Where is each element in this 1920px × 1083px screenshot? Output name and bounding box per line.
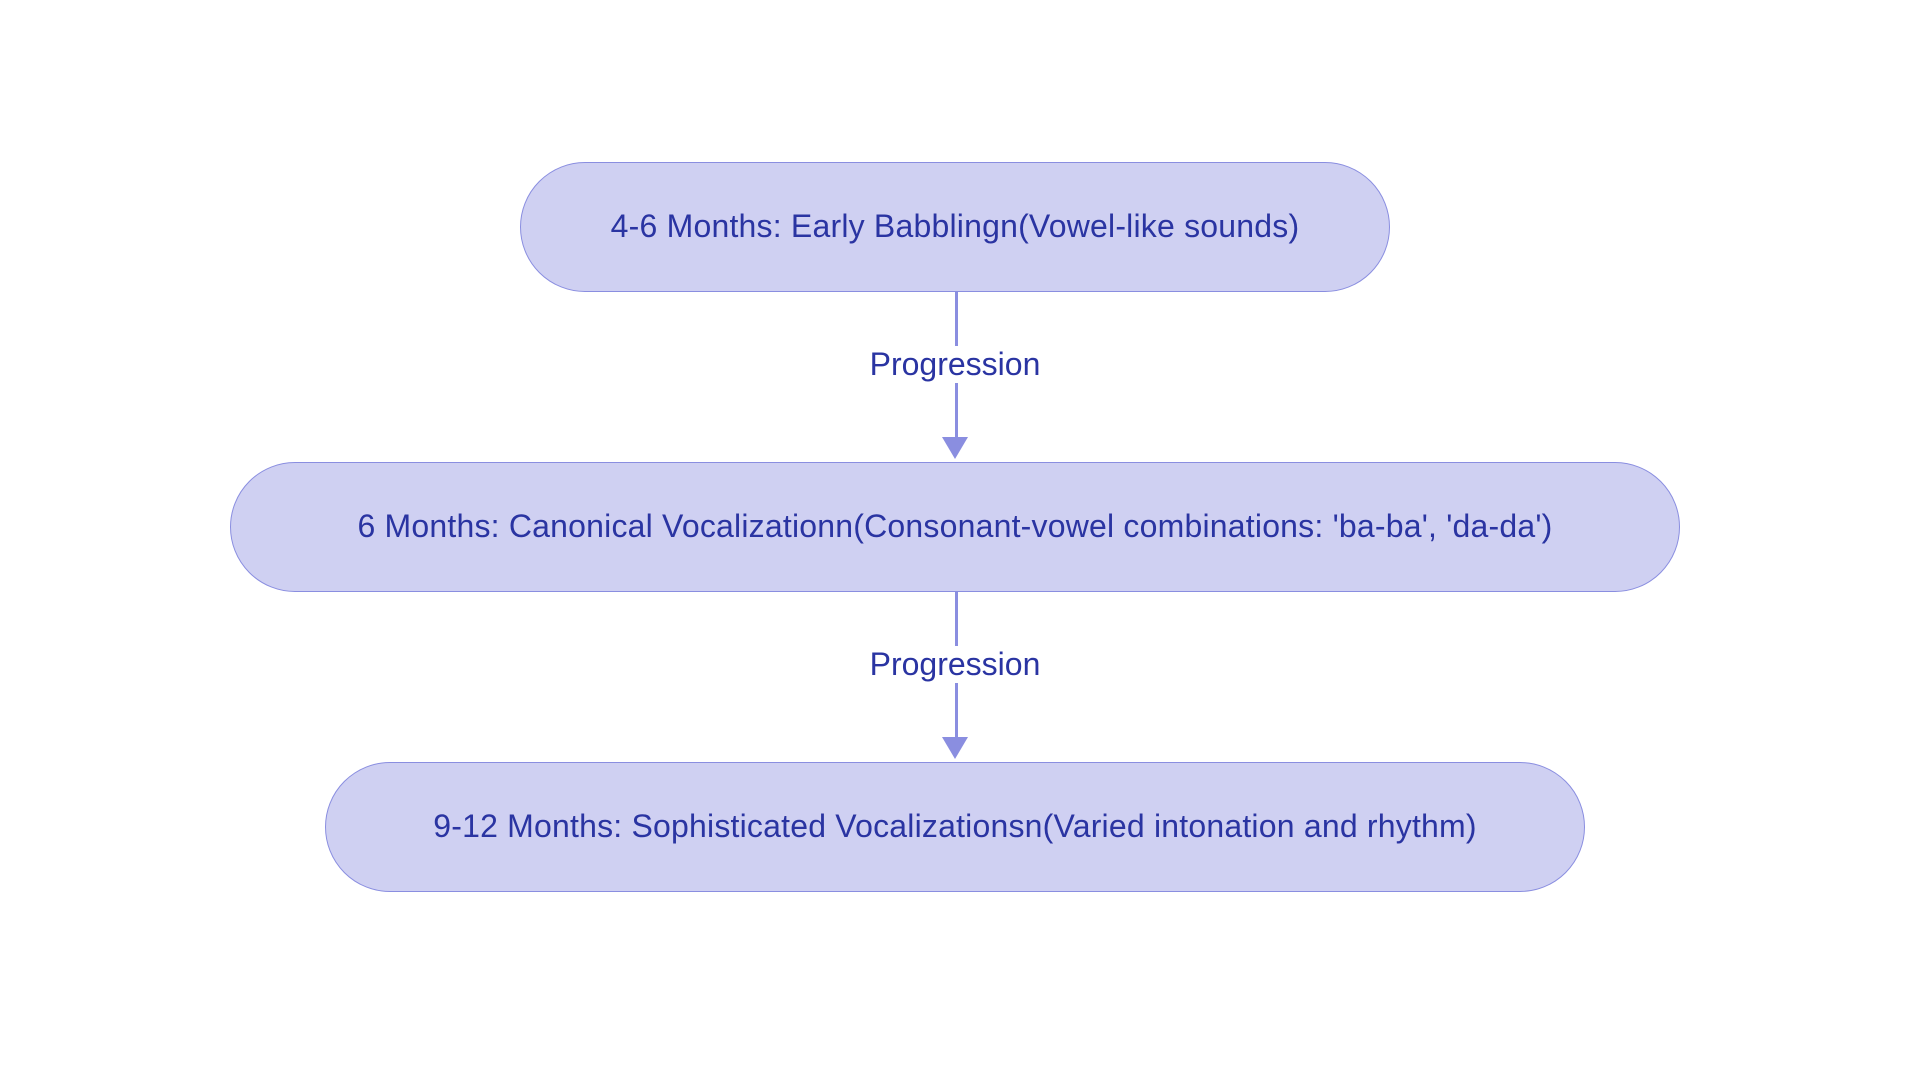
flowchart-diagram: 4-6 Months: Early Babblingn(Vowel-like s… [230,132,1690,952]
node-early-babbling: 4-6 Months: Early Babblingn(Vowel-like s… [520,162,1390,292]
arrowhead-down-icon [942,437,968,459]
node-sophisticated-vocalizations: 9-12 Months: Sophisticated Vocalizations… [325,762,1585,892]
node-canonical-vocalization: 6 Months: Canonical Vocalizationn(Conson… [230,462,1680,592]
arrowhead-down-icon [942,737,968,759]
edge-label: Progression [864,346,1047,383]
node-label: 6 Months: Canonical Vocalizationn(Conson… [357,508,1552,545]
node-label: 4-6 Months: Early Babblingn(Vowel-like s… [611,208,1300,245]
node-label: 9-12 Months: Sophisticated Vocalizations… [433,808,1477,845]
edge-label: Progression [864,646,1047,683]
